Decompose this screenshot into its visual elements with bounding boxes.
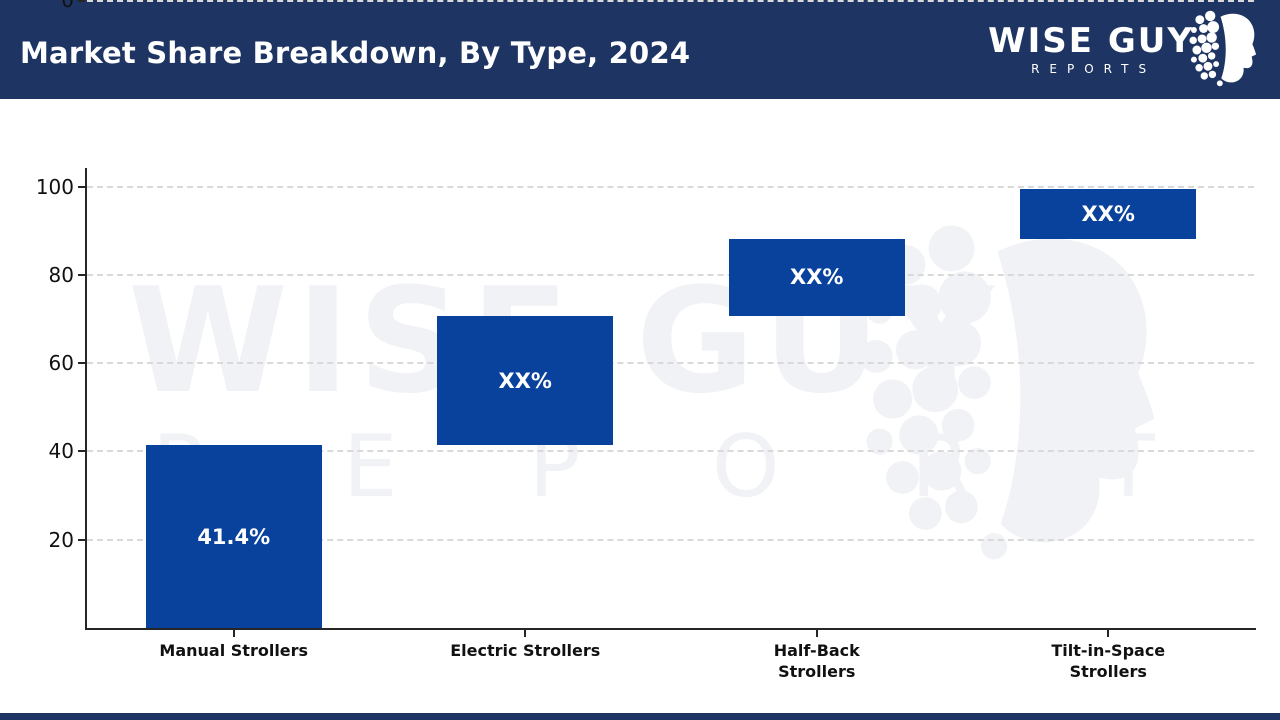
y-axis-line [85, 168, 87, 630]
x-tick-label-2: Half-Back Strollers [773, 641, 860, 681]
bar-value-label-0: 41.4% [197, 524, 271, 549]
y-tickmark-0 [78, 0, 85, 2]
logo-subtitle: REPORTS [1031, 61, 1157, 76]
header: Market Share Breakdown, By Type, 2024 WI… [0, 0, 1280, 99]
x-axis-line [85, 628, 1256, 630]
gridline-0 [87, 0, 1254, 2]
x-tickmark-3 [1107, 630, 1110, 637]
y-tickmark-20 [78, 538, 85, 541]
bar-value-label-2: XX% [790, 265, 844, 290]
bar-2 [728, 239, 905, 316]
gridline-100 [87, 185, 1254, 188]
gridline-40 [87, 450, 1254, 453]
logo-text: WISE GUY REPORTS [988, 24, 1194, 76]
bar-0 [145, 445, 322, 628]
y-tick-label-80: 80 [48, 262, 74, 287]
bar-3 [1020, 188, 1197, 240]
bar-value-label-1: XX% [498, 368, 552, 393]
x-tickmark-0 [232, 630, 235, 637]
bar-value-label-3: XX% [1081, 201, 1135, 226]
x-tickmark-2 [815, 630, 818, 637]
x-tick-label-3: Tilt-in-Space Strollers [1051, 641, 1166, 681]
x-tickmark-1 [524, 630, 527, 637]
gridline-80 [87, 273, 1254, 276]
wiseguy-logo: WISE GUY REPORTS [988, 9, 1262, 91]
y-tick-label-0: 0 [61, 0, 74, 12]
x-tick-label-1: Electric Strollers [450, 641, 601, 660]
y-tick-label-100: 100 [35, 174, 74, 199]
y-tickmark-80 [78, 273, 85, 276]
bar-1 [437, 315, 614, 446]
logo-wordmark: WISE GUY [988, 20, 1194, 61]
gridline-20 [87, 538, 1254, 541]
y-tick-label-60: 60 [48, 351, 74, 376]
y-tickmark-60 [78, 362, 85, 365]
footer-bar [0, 713, 1280, 720]
y-tick-label-40: 40 [48, 439, 74, 464]
y-tickmark-40 [78, 450, 85, 453]
page-title: Market Share Breakdown, By Type, 2024 [20, 35, 691, 70]
watermark-face-icon [859, 225, 1155, 560]
y-tickmark-100 [78, 185, 85, 188]
wiseguy-face-icon [1189, 10, 1257, 86]
gridline-60 [87, 362, 1254, 365]
x-tick-label-0: Manual Strollers [159, 641, 309, 660]
y-tick-label-20: 20 [48, 527, 74, 552]
